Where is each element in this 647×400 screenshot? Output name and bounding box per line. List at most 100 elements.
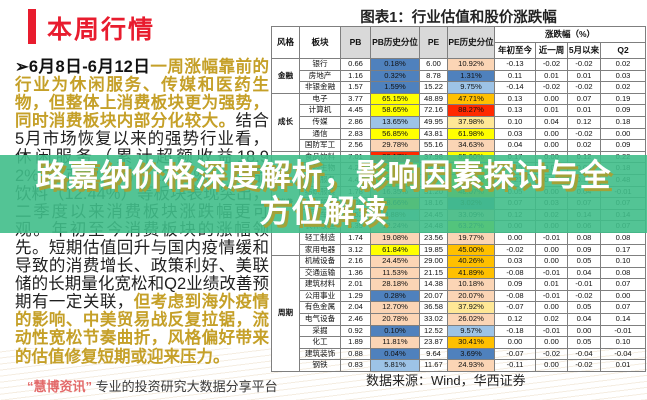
table-cell: 37.92% bbox=[447, 301, 495, 315]
table-cell: 1.89 bbox=[340, 336, 371, 349]
brand-tagline: 专业的投资研究大数据分享平台 bbox=[95, 379, 278, 394]
table-cell: 0.01 bbox=[567, 104, 601, 117]
table-cell: 20.78% bbox=[370, 313, 420, 326]
footer-brand: “慧博资讯” 专业的投资研究大数据分享平台 bbox=[27, 376, 278, 395]
table-cell: 0.09 bbox=[600, 104, 646, 117]
table-cell: 0.12 bbox=[494, 313, 536, 326]
table-cell: 37.98% bbox=[447, 115, 495, 129]
table-cell: 0.07 bbox=[600, 301, 646, 315]
table-cell: 0.00 bbox=[535, 243, 568, 257]
change-subheader: Q2 bbox=[600, 42, 646, 59]
table-cell: 0.10 bbox=[600, 255, 646, 268]
table-cell: 0.03 bbox=[600, 69, 646, 83]
table-cell: 0.00 bbox=[535, 301, 568, 315]
table-cell: 2.83 bbox=[340, 127, 371, 141]
table-cell: 55.16 bbox=[419, 139, 448, 152]
table-row: 成长 电子 3.77 65.15% 48.89 47.71% 0.13 0.00 0.07 0.1… bbox=[271, 92, 646, 152]
table-cell: 0.04 bbox=[535, 115, 568, 129]
table-cell: 72.16 bbox=[419, 104, 448, 117]
column-header: PB bbox=[340, 26, 371, 59]
table-cell: 国防军工 bbox=[299, 139, 341, 152]
table-cell: 2.01 bbox=[340, 278, 371, 291]
table-row: 周期 机械设备 2.16 24.45% 29.00 40.26% 0.03 0.00 0.05 0… bbox=[271, 255, 646, 373]
table-cell: 0.00 bbox=[535, 92, 568, 106]
table-cell: 3.12 bbox=[340, 243, 371, 257]
table-cell: 34.63% bbox=[447, 139, 495, 152]
table-cell: -0.02 bbox=[567, 81, 601, 94]
table-cell: 6.00 bbox=[419, 58, 448, 71]
table-cell: 房地产 bbox=[299, 69, 341, 83]
table-cell: 13.65% bbox=[370, 115, 420, 129]
table-row: 建筑装饰 0.88 0.04% 9.64 3.69% -0.07 -0.02 -0.04 -0.… bbox=[272, 347, 646, 361]
table-cell: 银行 bbox=[299, 58, 341, 71]
table-row: 家用电器 3.12 61.84% 19.85 45.00% -0.02 0.00 0.09 0.… bbox=[272, 243, 646, 257]
table-cell: 0.11 bbox=[494, 69, 536, 83]
table-row: 化工 1.89 11.81% 23.87 30.41% 0.00 0.00 0.05 0.10 bbox=[272, 336, 646, 349]
table-cell: 0.12 bbox=[567, 115, 601, 129]
table-cell: 电气设备 bbox=[299, 313, 341, 326]
table-cell: 有色金属 bbox=[299, 301, 341, 315]
table-cell: 0.10 bbox=[600, 336, 646, 349]
table-cell: 0.03 bbox=[494, 127, 536, 141]
banner-title-line2: 方位解读 bbox=[259, 194, 388, 229]
column-header: PE历史分位 bbox=[447, 26, 495, 59]
table-row: 非银金融 1.57 1.59% 15.22 9.75% -0.14 -0.02 -0.02 0.… bbox=[272, 81, 646, 94]
table-cell: 10.18% bbox=[447, 278, 495, 291]
table-row: 建筑材料 2.01 28.18% 14.38 10.18% 0.09 0.01 -0.01 0.… bbox=[272, 278, 646, 291]
table-cell: -0.04 bbox=[600, 347, 646, 361]
table-cell: 65.15% bbox=[370, 92, 420, 106]
table-cell: 计算机 bbox=[299, 104, 341, 117]
table-row: 计算机 4.45 58.65% 72.16 88.27% 0.13 0.01 0.01 0.09 bbox=[272, 104, 646, 117]
table-cell: 26.02% bbox=[447, 313, 495, 326]
table-cell: -0.02 bbox=[567, 127, 601, 141]
table-cell: -0.02 bbox=[535, 58, 568, 71]
table-cell: 20.07 bbox=[419, 289, 448, 303]
table-cell: 传媒 bbox=[299, 115, 341, 129]
table-cell: 41.89% bbox=[447, 266, 495, 280]
table-cell: 1.57 bbox=[340, 81, 371, 94]
table-cell: 12.70% bbox=[370, 301, 420, 315]
table-cell: 19.08% bbox=[370, 231, 420, 245]
table-cell: 0.02 bbox=[600, 58, 646, 71]
table-cell: 轻工制造 bbox=[299, 231, 341, 245]
change-header: 涨跌幅（%） bbox=[494, 26, 646, 43]
table-row: 国防军工 2.56 29.78% 55.16 34.63% 0.04 0.00 0.02 0.0… bbox=[272, 139, 646, 152]
table-cell: 9.64 bbox=[419, 347, 448, 361]
table-cell: 0.01 bbox=[535, 69, 568, 83]
table-cell: 钢铁 bbox=[299, 359, 341, 373]
table-cell: -0.08 bbox=[494, 266, 536, 280]
table-cell: 2.46 bbox=[340, 313, 371, 326]
table-row: 通信 2.83 56.85% 43.81 61.98% 0.03 0.00 -0.02 0.00 bbox=[272, 127, 646, 141]
style-group-label: 周期 bbox=[271, 255, 300, 373]
table-cell: 1.74 bbox=[340, 231, 371, 245]
table-cell: -0.01 bbox=[535, 324, 568, 338]
table-cell: 24.45% bbox=[370, 255, 420, 268]
style-group-label: 成长 bbox=[271, 92, 300, 152]
table-cell: 8.78 bbox=[419, 69, 448, 83]
table-cell: 电子 bbox=[299, 92, 341, 106]
table-cell: 2.16 bbox=[340, 255, 371, 268]
table-cell: -0.07 bbox=[494, 301, 536, 315]
table-cell: 20.07% bbox=[447, 289, 495, 303]
table-cell: 1.29 bbox=[340, 289, 371, 303]
overlay-banner: 路嘉纳价格深度解析，影响因素探讨与全 方位解读 bbox=[0, 155, 647, 233]
table-row: 公用事业 1.29 0.28% 20.07 20.07% -0.08 -0.01 -0.02 0… bbox=[272, 289, 646, 303]
table-cell: 0.00 bbox=[600, 127, 646, 141]
table-cell: 19.77% bbox=[447, 231, 495, 245]
table-cell: 2.86 bbox=[340, 115, 371, 129]
table-cell: 0.01 bbox=[535, 104, 568, 117]
table-cell: 0.18 bbox=[600, 115, 646, 129]
table-cell: -0.01 bbox=[535, 266, 568, 280]
table-cell: 10.92% bbox=[447, 58, 495, 71]
table-cell: 58.65% bbox=[370, 104, 420, 117]
table-cell: 0.19 bbox=[600, 92, 646, 106]
table-cell: -0.18 bbox=[494, 324, 536, 338]
table-cell: -0.01 bbox=[535, 231, 568, 245]
table-cell: 0.00 bbox=[535, 139, 568, 152]
table-cell: 12.52 bbox=[419, 324, 448, 338]
table-cell: 0.00 bbox=[567, 324, 601, 338]
table-cell: -0.02 bbox=[535, 347, 568, 361]
table-cell: 3.77 bbox=[340, 92, 371, 106]
table-cell: 61.98% bbox=[447, 127, 495, 141]
